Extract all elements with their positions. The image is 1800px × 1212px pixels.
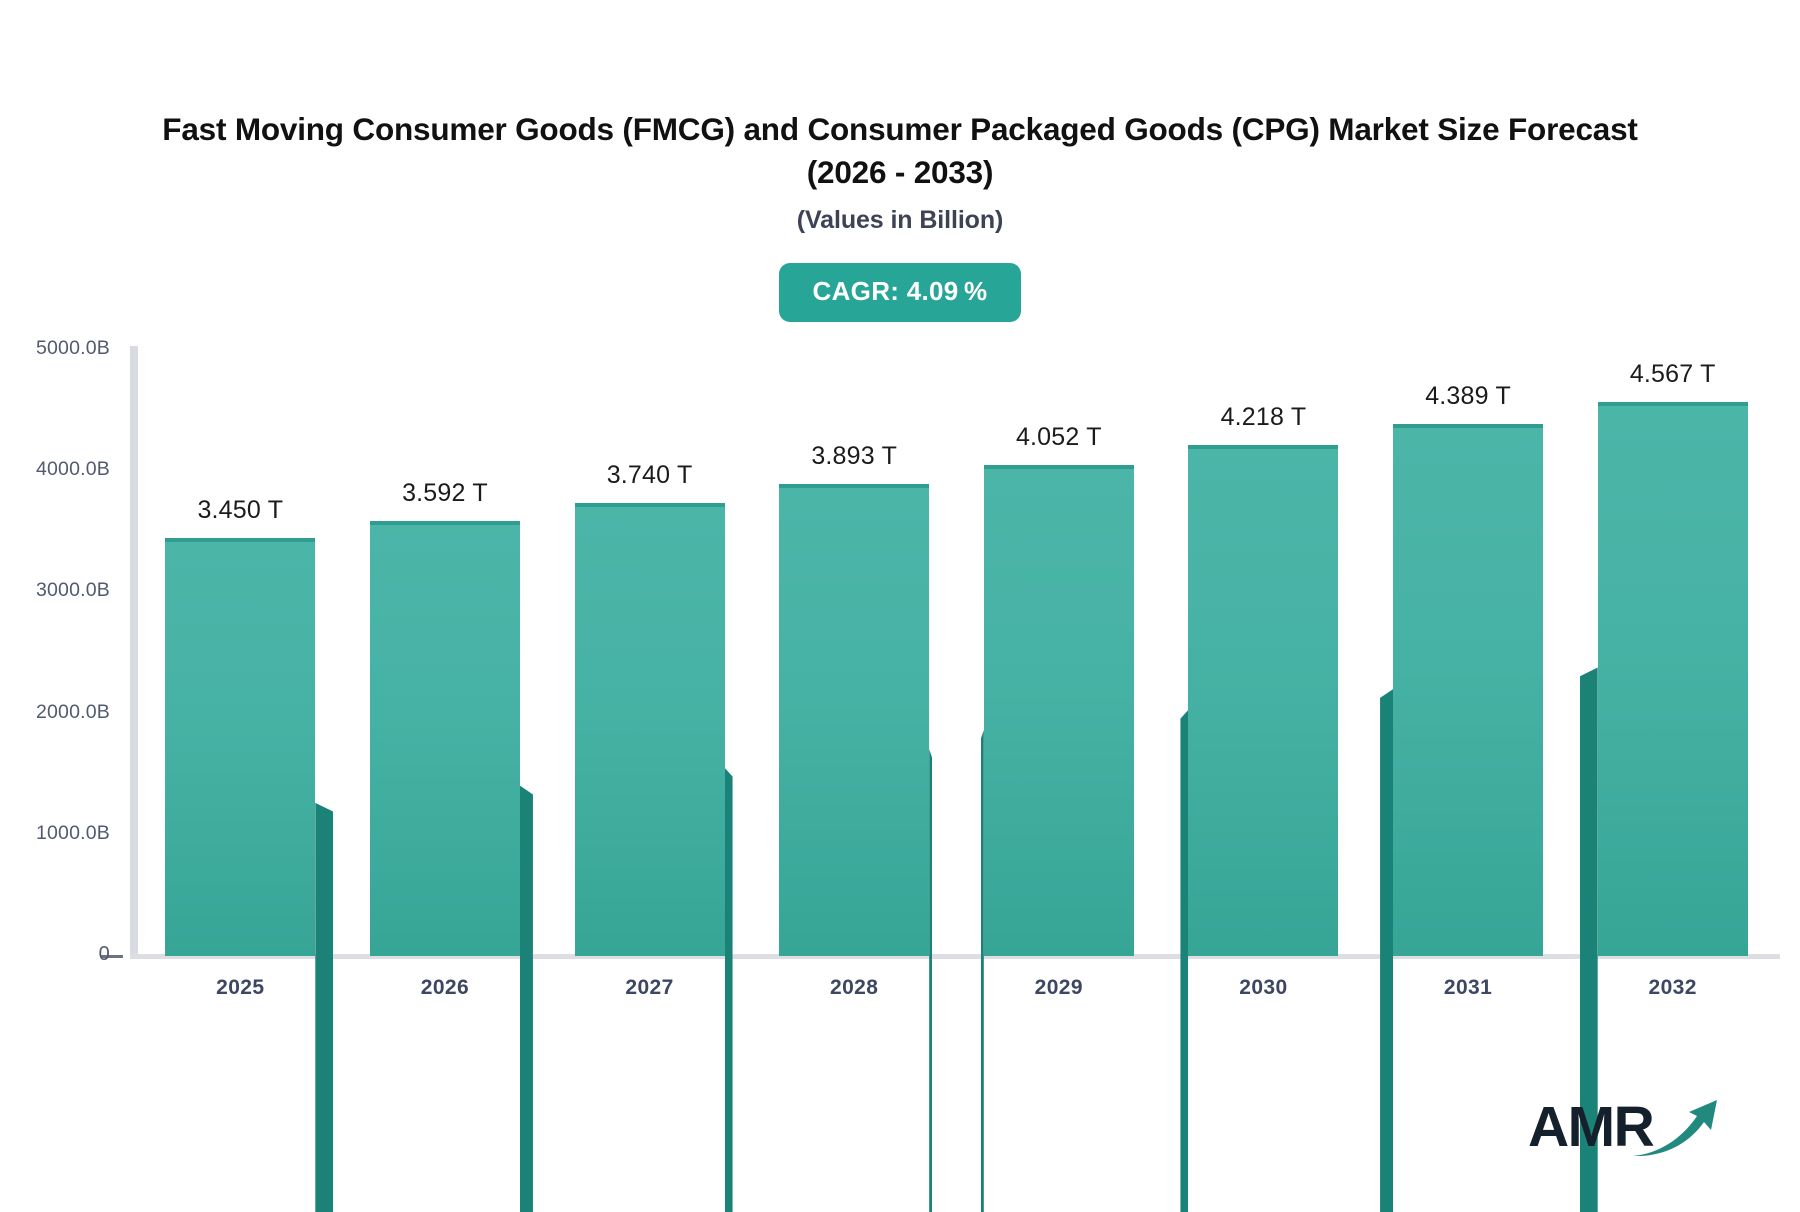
y-tick-label: 2000.0B xyxy=(35,700,110,723)
x-tick-label: 2029 xyxy=(1034,976,1083,999)
x-axis-line xyxy=(130,954,1780,959)
x-tick-label: 2028 xyxy=(830,976,879,999)
bar-side-face xyxy=(980,729,984,1212)
cagr-badge-wrap: CAGR: 4.09 % xyxy=(0,263,1800,322)
amr-logo-text: AMR xyxy=(1528,1095,1655,1159)
amr-logo: AMR xyxy=(1528,1092,1718,1164)
bar[interactable] xyxy=(1393,424,1544,956)
bar[interactable] xyxy=(779,484,930,956)
y-axis-line xyxy=(130,346,138,958)
bar-value-label: 4.218 T xyxy=(1220,402,1307,431)
y-tick-label: 3000.0B xyxy=(35,579,110,602)
bar-value-label: 4.389 T xyxy=(1425,382,1511,411)
bar-side-face xyxy=(1380,689,1394,1212)
bar-side-face xyxy=(929,749,933,1212)
growth-arrow-icon xyxy=(1633,1100,1717,1157)
bar-top-edge xyxy=(165,537,316,542)
x-tick-label: 2025 xyxy=(216,976,265,999)
bar-value-label: 3.740 T xyxy=(606,460,693,489)
bar-side-face xyxy=(1180,709,1189,1212)
x-tick-label: 2030 xyxy=(1239,976,1288,999)
y-axis-zero-tick xyxy=(101,955,123,958)
x-tick-label: 2031 xyxy=(1443,976,1493,999)
bar-side-face xyxy=(315,802,334,1212)
y-tick-label: 1000.0B xyxy=(35,821,110,844)
x-tick-label: 2026 xyxy=(420,976,470,999)
bar-side-face xyxy=(724,767,733,1212)
y-tick-label: 0 xyxy=(98,943,110,965)
x-tick-label: 2027 xyxy=(625,976,674,999)
bar[interactable] xyxy=(1188,444,1339,956)
bar-top-edge xyxy=(369,520,520,525)
chart-title: Fast Moving Consumer Goods (FMCG) and Co… xyxy=(162,111,1638,190)
y-tick-label: 4000.0B xyxy=(35,458,110,481)
bar-value-label: 3.592 T xyxy=(402,478,488,507)
y-tick-label: 5000.0B xyxy=(35,337,110,359)
cagr-badge: CAGR: 4.09 % xyxy=(778,263,1022,322)
bar-value-label: 3.450 T xyxy=(197,495,284,524)
bar-top-edge xyxy=(1597,402,1748,407)
bar-top-edge xyxy=(779,484,930,489)
bar-value-label: 4.567 T xyxy=(1629,360,1716,389)
bar-top-edge xyxy=(983,464,1134,469)
chart-subtitle: (Values in Billion) xyxy=(796,205,1004,234)
bar-value-label: 4.052 T xyxy=(1015,422,1102,451)
bar[interactable] xyxy=(574,502,725,956)
bar-side-face xyxy=(1579,667,1598,1212)
x-tick-label: 2032 xyxy=(1648,976,1697,999)
bar-value-label: 3.893 T xyxy=(811,442,898,471)
bar[interactable] xyxy=(165,537,316,956)
bar-top-edge xyxy=(1188,444,1339,449)
bar-top-edge xyxy=(1393,424,1544,429)
bar[interactable] xyxy=(1597,402,1748,956)
bar[interactable] xyxy=(369,520,520,956)
bar-top-edge xyxy=(574,502,725,507)
bar[interactable] xyxy=(983,464,1134,956)
bar-side-face xyxy=(519,785,533,1212)
title-block: Fast Moving Consumer Goods (FMCG) and Co… xyxy=(0,108,1800,235)
